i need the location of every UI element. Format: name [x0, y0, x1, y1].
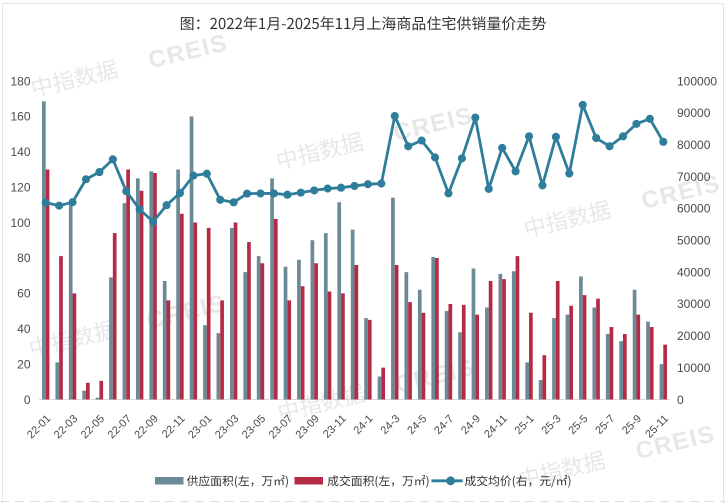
- svg-text:160: 160: [10, 110, 30, 124]
- svg-text:60000: 60000: [677, 202, 711, 216]
- svg-text:100000: 100000: [677, 74, 717, 88]
- svg-text:60: 60: [17, 287, 31, 301]
- svg-text:100: 100: [10, 216, 30, 230]
- svg-text:140: 140: [10, 145, 30, 159]
- svg-text:20000: 20000: [677, 329, 711, 343]
- svg-text:30000: 30000: [677, 297, 711, 311]
- svg-text:0: 0: [677, 393, 684, 407]
- svg-text:180: 180: [10, 74, 30, 88]
- svg-text:10000: 10000: [677, 361, 711, 375]
- svg-text:40: 40: [17, 322, 31, 336]
- svg-text:90000: 90000: [677, 106, 711, 120]
- svg-text:0: 0: [24, 393, 31, 407]
- svg-text:120: 120: [10, 181, 30, 195]
- svg-text:20: 20: [17, 357, 31, 371]
- svg-text:80000: 80000: [677, 138, 711, 152]
- svg-text:70000: 70000: [677, 170, 711, 184]
- svg-text:40000: 40000: [677, 265, 711, 279]
- svg-text:50000: 50000: [677, 234, 711, 248]
- svg-text:80: 80: [17, 251, 31, 265]
